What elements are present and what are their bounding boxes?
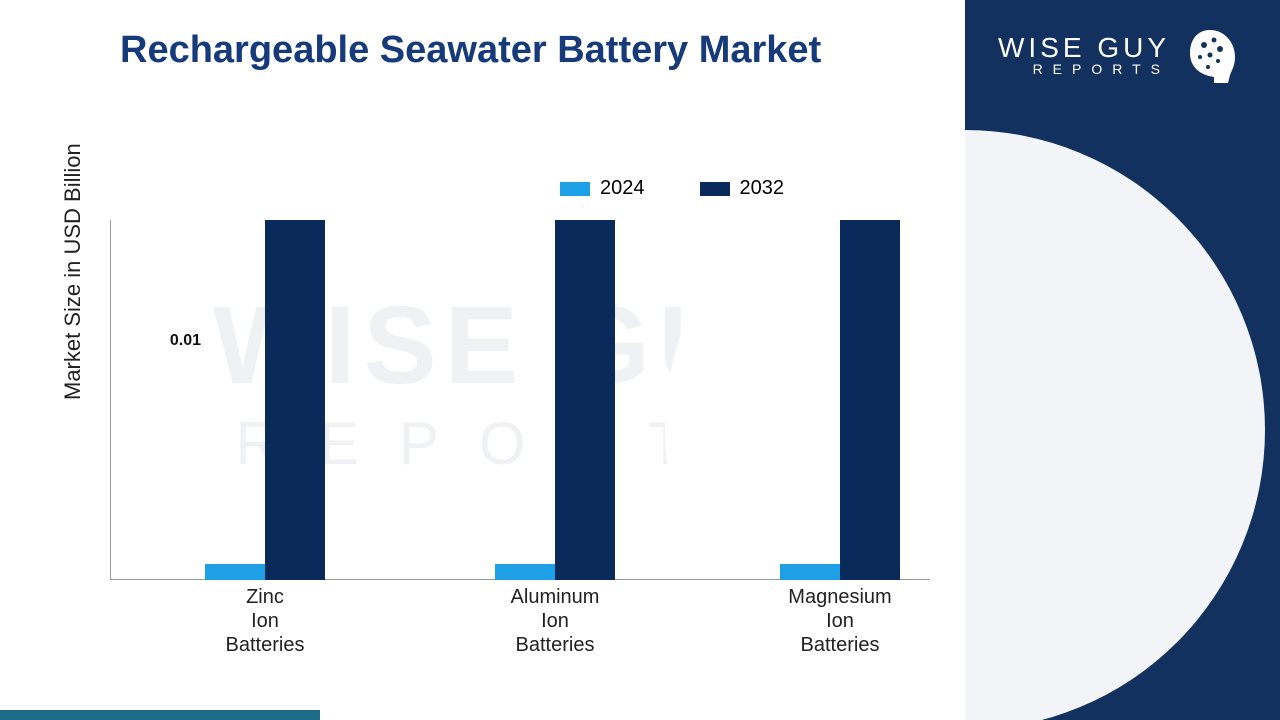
bar bbox=[265, 220, 325, 580]
bar-group bbox=[495, 220, 615, 580]
y-axis-line bbox=[110, 220, 111, 580]
bar bbox=[205, 564, 265, 580]
x-axis-category-label: AluminumIonBatteries bbox=[480, 585, 630, 657]
plot-area: ZincIonBatteriesAluminumIonBatteriesMagn… bbox=[110, 220, 930, 580]
bar-group bbox=[205, 220, 325, 580]
brand-line1: WISE GUY bbox=[998, 33, 1170, 62]
brand-line2: REPORTS bbox=[998, 62, 1170, 77]
y-axis-label: Market Size in USD Billion bbox=[60, 143, 86, 400]
value-label: 0.01 bbox=[170, 332, 201, 350]
bottom-accent-bar bbox=[0, 710, 320, 720]
brand-logo: WISE GUY REPORTS bbox=[998, 25, 1240, 85]
x-axis-category-label: MagnesiumIonBatteries bbox=[765, 585, 915, 657]
brand-head-icon bbox=[1180, 25, 1240, 85]
bar bbox=[495, 564, 555, 580]
x-axis-category-label: ZincIonBatteries bbox=[190, 585, 340, 657]
legend-label: 2032 bbox=[740, 177, 785, 200]
bar bbox=[555, 220, 615, 580]
legend-item: 2024 bbox=[560, 177, 645, 200]
chart-title: Rechargeable Seawater Battery Market bbox=[120, 28, 821, 74]
legend: 2024 2032 bbox=[560, 177, 784, 200]
bar bbox=[840, 220, 900, 580]
legend-swatch bbox=[700, 182, 730, 196]
bar bbox=[780, 564, 840, 580]
bar-group bbox=[780, 220, 900, 580]
legend-label: 2024 bbox=[600, 177, 645, 200]
legend-swatch bbox=[560, 182, 590, 196]
chart-canvas: WISE GUY REPORTS WISE GUY REPORTS Rechar… bbox=[0, 0, 1280, 720]
legend-item: 2032 bbox=[700, 177, 785, 200]
